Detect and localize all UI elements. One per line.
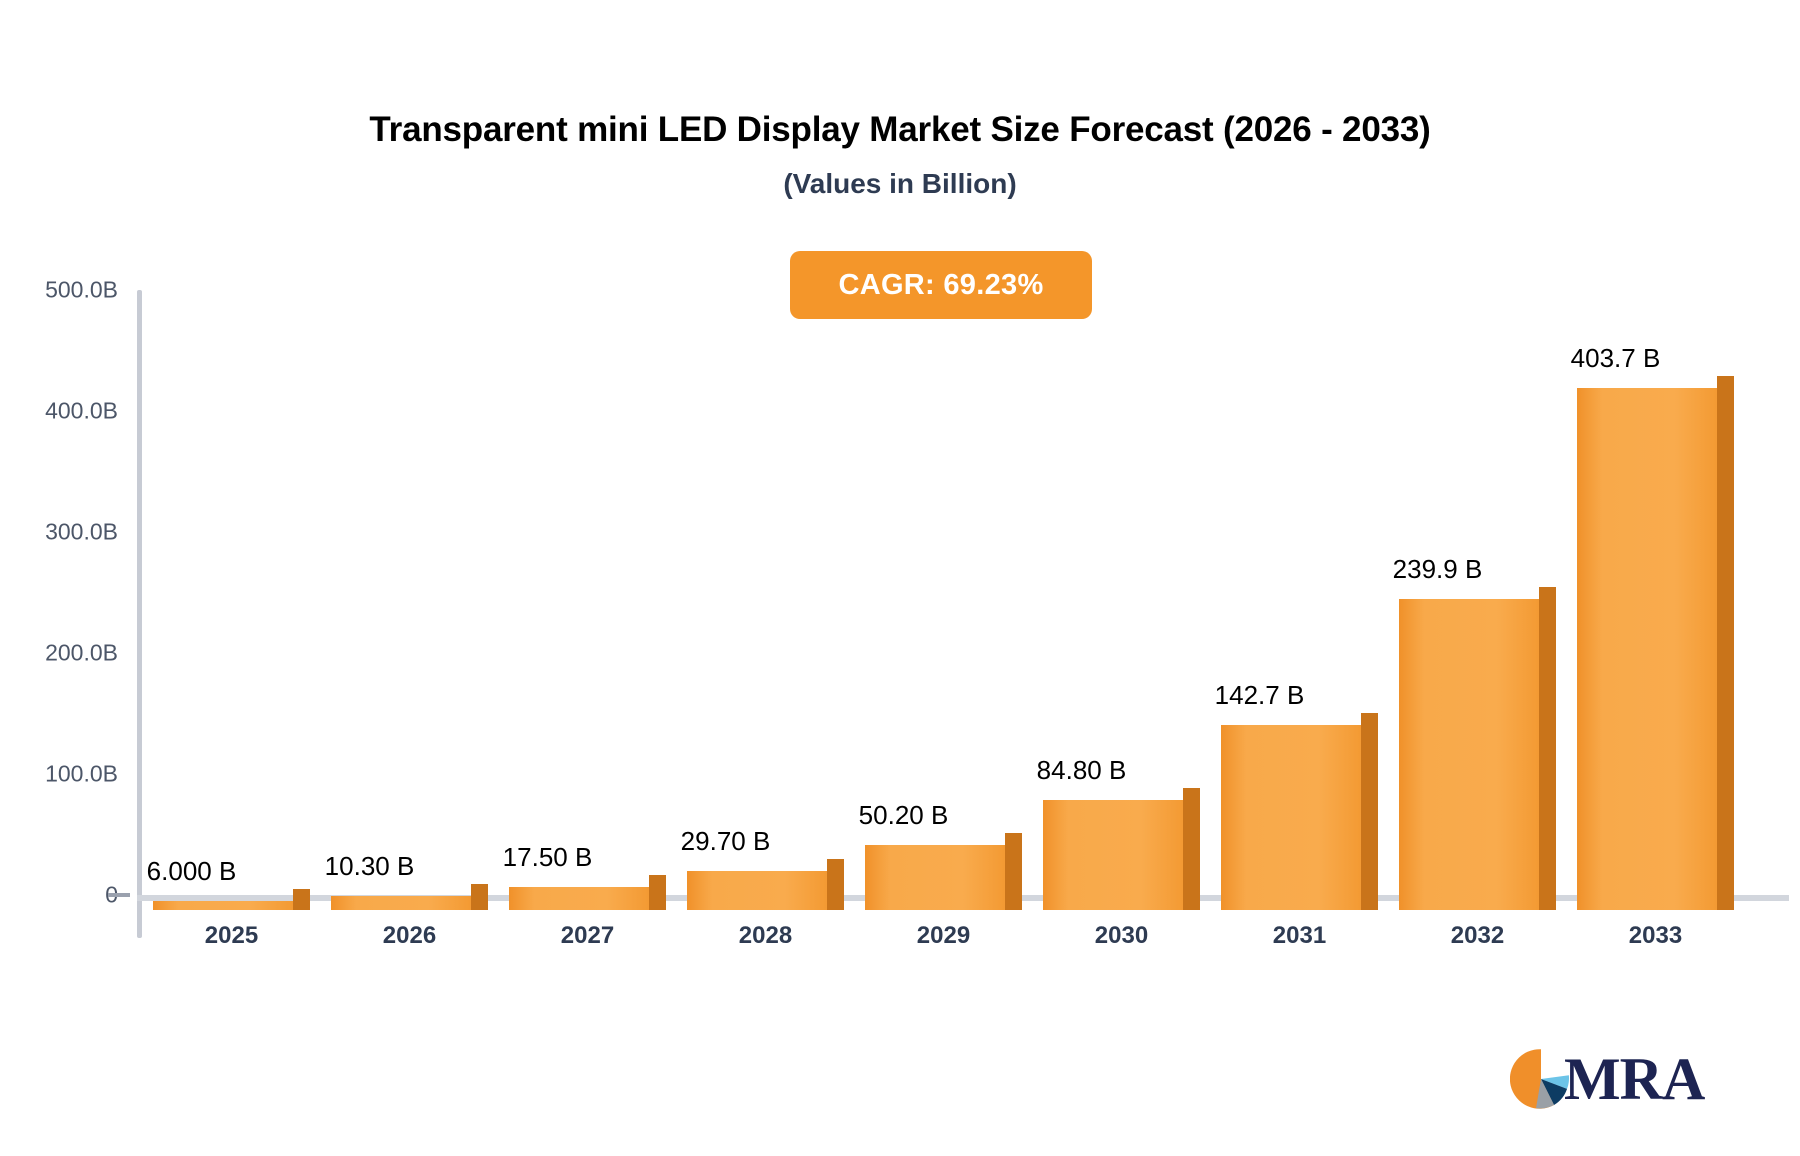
bar-2030[interactable]	[1043, 788, 1200, 910]
bar-2028[interactable]	[687, 859, 844, 910]
y-axis-line	[137, 290, 142, 938]
x-tick-label-2032: 2032	[1450, 922, 1505, 949]
bar-2026[interactable]	[331, 884, 488, 910]
bar-front-2030	[1043, 800, 1183, 910]
x-tick-label-2028: 2028	[738, 922, 793, 949]
bar-value-2028: 29.70 B	[680, 826, 771, 856]
bar-front-2029	[865, 845, 1005, 910]
x-tick-label-2029: 2029	[916, 922, 971, 949]
bar-side-2029	[1005, 845, 1022, 910]
logo-text: MRA	[1564, 1046, 1705, 1112]
bar-front-2033	[1577, 388, 1717, 910]
x-tick-label-2031: 2031	[1272, 922, 1327, 949]
x-tick-label-2030: 2030	[1094, 922, 1149, 949]
bar-top-2033	[1717, 376, 1734, 388]
bar-top-2029	[1005, 833, 1022, 845]
pie-chart-icon	[1510, 1049, 1570, 1109]
y-tick-label-0: 0	[0, 882, 118, 909]
x-tick-label-2033: 2033	[1628, 922, 1683, 949]
bar-side-2033	[1717, 388, 1734, 910]
bar-front-2027	[509, 887, 649, 910]
y-tick-label-100: 100.0B	[45, 760, 118, 787]
bar-top-2030	[1183, 788, 1200, 800]
y-tick-label-400: 400.0B	[45, 397, 118, 424]
bar-value-2032: 239.9 B	[1392, 554, 1483, 584]
bar-value-2030: 84.80 B	[1036, 755, 1127, 785]
y-tick-label-300: 300.0B	[45, 518, 118, 545]
bar-front-2031	[1221, 725, 1361, 910]
bar-top-2026	[471, 884, 488, 896]
bar-side-2026	[471, 896, 488, 910]
chart-title: Transparent mini LED Display Market Size…	[369, 110, 1431, 149]
mra-logo: MRA	[1510, 1040, 1705, 1118]
bar-side-2030	[1183, 800, 1200, 910]
y-tick-label-200: 200.0B	[45, 639, 118, 666]
plot-area: 500.0B 400.0B 300.0B 200.0B 100.0B 0 6.0…	[0, 240, 1800, 949]
bar-top-2027	[649, 875, 666, 887]
bar-front-2025	[153, 901, 293, 910]
bar-top-2028	[827, 859, 844, 871]
bar-front-2032	[1399, 599, 1539, 910]
bar-side-2032	[1539, 599, 1556, 910]
chart-subtitle: (Values in Billion)	[783, 168, 1017, 199]
bar-2032[interactable]	[1399, 587, 1556, 910]
bar-value-2029: 50.20 B	[858, 800, 949, 830]
bar-value-2033: 403.7 B	[1570, 343, 1661, 373]
bar-2029[interactable]	[865, 833, 1022, 910]
x-tick-label-2027: 2027	[560, 922, 615, 949]
bar-2033[interactable]	[1577, 376, 1734, 910]
bar-top-2032	[1539, 587, 1556, 599]
y-tick-label-500: 500.0B	[45, 276, 118, 303]
bar-side-2025	[293, 901, 310, 910]
bar-side-2031	[1361, 725, 1378, 910]
bar-front-2028	[687, 871, 827, 910]
bar-2027[interactable]	[509, 875, 666, 910]
y-axis-zero-tick	[108, 893, 130, 897]
bar-value-2031: 142.7 B	[1214, 680, 1305, 710]
x-tick-label-2025: 2025	[204, 922, 259, 949]
bar-2031[interactable]	[1221, 713, 1378, 910]
bar-value-2027: 17.50 B	[502, 842, 593, 872]
bar-side-2028	[827, 871, 844, 910]
bar-value-2025: 6.000 B	[146, 856, 237, 886]
bar-top-2025	[293, 889, 310, 901]
bar-side-2027	[649, 887, 666, 910]
bar-2025[interactable]	[153, 889, 310, 910]
cagr-badge: CAGR: 69.23%	[790, 251, 1092, 319]
x-tick-label-2026: 2026	[382, 922, 437, 949]
bar-top-2031	[1361, 713, 1378, 725]
bar-front-2026	[331, 896, 471, 910]
bar-value-2026: 10.30 B	[324, 851, 415, 881]
